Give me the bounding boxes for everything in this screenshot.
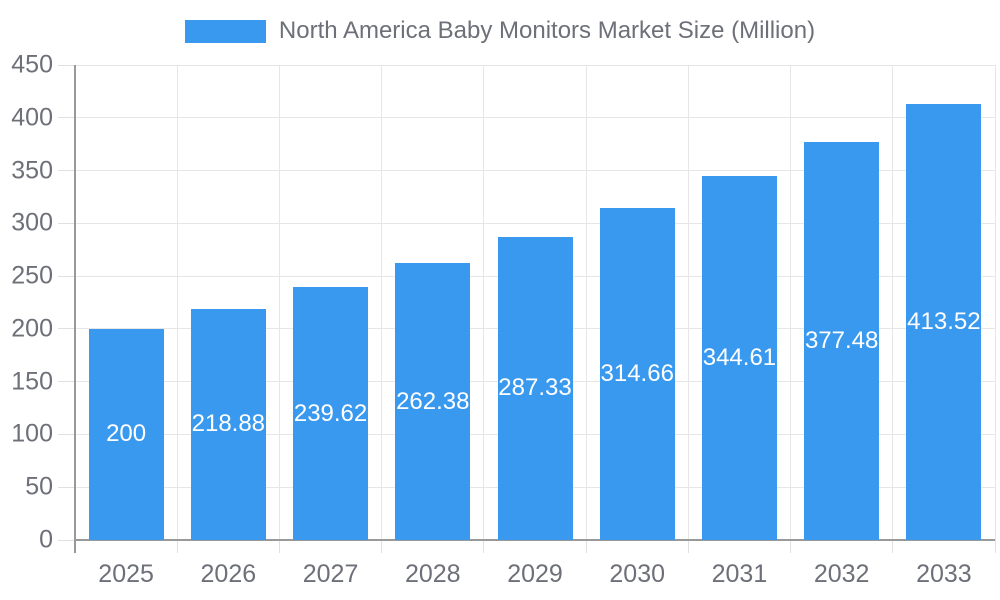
- x-axis-line: [74, 539, 995, 541]
- y-axis-tick: [58, 486, 75, 488]
- x-gridline: [585, 65, 587, 540]
- x-axis-label-2033: 2033: [916, 560, 972, 588]
- bar-2031[interactable]: 344.61: [701, 176, 777, 540]
- y-gridline: [75, 117, 995, 119]
- bar-value-label: 314.66: [600, 359, 674, 387]
- y-axis-tick: [58, 433, 75, 435]
- x-gridline: [892, 65, 894, 540]
- x-axis-label-2025: 2025: [98, 560, 154, 588]
- bar-value-label: 262.38: [396, 387, 470, 415]
- y-axis-tick: [58, 170, 75, 172]
- x-axis-tick: [790, 540, 792, 553]
- bar-value-label: 287.33: [498, 374, 572, 402]
- x-axis-tick: [994, 540, 996, 553]
- x-axis-tick: [585, 540, 587, 553]
- x-axis-label-2032: 2032: [813, 560, 870, 588]
- x-gridline: [176, 65, 178, 540]
- x-axis-label-2026: 2026: [200, 560, 257, 588]
- y-axis-tick: [58, 275, 75, 277]
- x-gridline: [483, 65, 485, 540]
- y-axis-tick: [58, 539, 75, 541]
- y-axis-label: 200: [11, 314, 53, 343]
- legend-label: North America Baby Monitors Market Size …: [278, 17, 816, 44]
- y-axis-label: 0: [39, 525, 53, 554]
- y-axis-label: 400: [11, 103, 53, 132]
- x-gridline: [994, 65, 996, 540]
- legend-item[interactable]: North America Baby Monitors Market Size …: [184, 17, 816, 45]
- y-axis-label: 150: [11, 367, 53, 396]
- legend: North America Baby Monitors Market Size …: [0, 17, 1000, 45]
- bar-2027[interactable]: 239.62: [293, 287, 369, 540]
- x-axis-label-2029: 2029: [507, 560, 563, 588]
- bar-2026[interactable]: 218.88: [190, 308, 266, 540]
- x-axis-tick: [892, 540, 894, 553]
- bar-2029[interactable]: 287.33: [497, 236, 573, 540]
- y-axis-tick: [58, 328, 75, 330]
- y-axis-label: 50: [25, 472, 53, 501]
- x-gridline: [687, 65, 689, 540]
- x-axis-label-2027: 2027: [302, 560, 359, 588]
- bar-2028[interactable]: 262.38: [395, 263, 471, 540]
- x-axis-tick: [381, 540, 383, 553]
- y-axis-label: 100: [11, 419, 53, 448]
- y-gridline: [75, 222, 995, 224]
- x-gridline: [790, 65, 792, 540]
- y-gridline: [75, 64, 995, 66]
- y-axis-line: [74, 65, 76, 553]
- bar-value-label: 344.61: [702, 344, 777, 372]
- y-axis-label: 250: [11, 261, 53, 290]
- y-axis-tick: [58, 222, 75, 224]
- x-axis-tick: [176, 540, 178, 553]
- x-gridline: [278, 65, 280, 540]
- bar-value-label: 200: [106, 420, 147, 448]
- bar-2032[interactable]: 377.48: [804, 141, 880, 540]
- y-gridline: [75, 170, 995, 172]
- y-axis-label: 300: [11, 208, 53, 237]
- y-axis-tick: [58, 117, 75, 119]
- bar-2025[interactable]: 200: [88, 328, 164, 540]
- bar-2033[interactable]: 413.52: [906, 103, 982, 540]
- x-axis-tick: [483, 540, 485, 553]
- y-axis-label: 450: [11, 50, 53, 79]
- y-axis-tick: [58, 64, 75, 66]
- x-gridline: [381, 65, 383, 540]
- y-axis-label: 350: [11, 156, 53, 185]
- bar-2030[interactable]: 314.66: [599, 207, 675, 540]
- bar-value-label: 218.88: [191, 410, 266, 438]
- legend-swatch: [184, 19, 266, 43]
- x-axis-label-2031: 2031: [711, 560, 768, 588]
- x-axis-tick: [687, 540, 689, 553]
- x-axis-tick: [278, 540, 280, 553]
- y-axis-tick: [58, 381, 75, 383]
- bar-value-label: 413.52: [907, 307, 981, 335]
- bar-value-label: 377.48: [804, 326, 879, 354]
- x-axis-label-2028: 2028: [404, 560, 461, 588]
- bar-value-label: 239.62: [293, 399, 368, 427]
- x-axis-label-2030: 2030: [609, 560, 666, 588]
